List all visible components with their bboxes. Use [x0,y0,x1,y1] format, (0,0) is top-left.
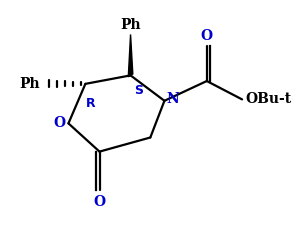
Text: R: R [86,97,96,110]
Text: O: O [94,195,106,209]
Polygon shape [128,35,133,77]
Text: Ph: Ph [120,18,141,32]
Text: O: O [201,29,213,43]
Text: S: S [135,84,144,97]
Text: Ph: Ph [20,77,40,91]
Text: OBu-t: OBu-t [245,92,292,106]
Text: O: O [53,116,65,130]
Text: N: N [167,92,179,106]
